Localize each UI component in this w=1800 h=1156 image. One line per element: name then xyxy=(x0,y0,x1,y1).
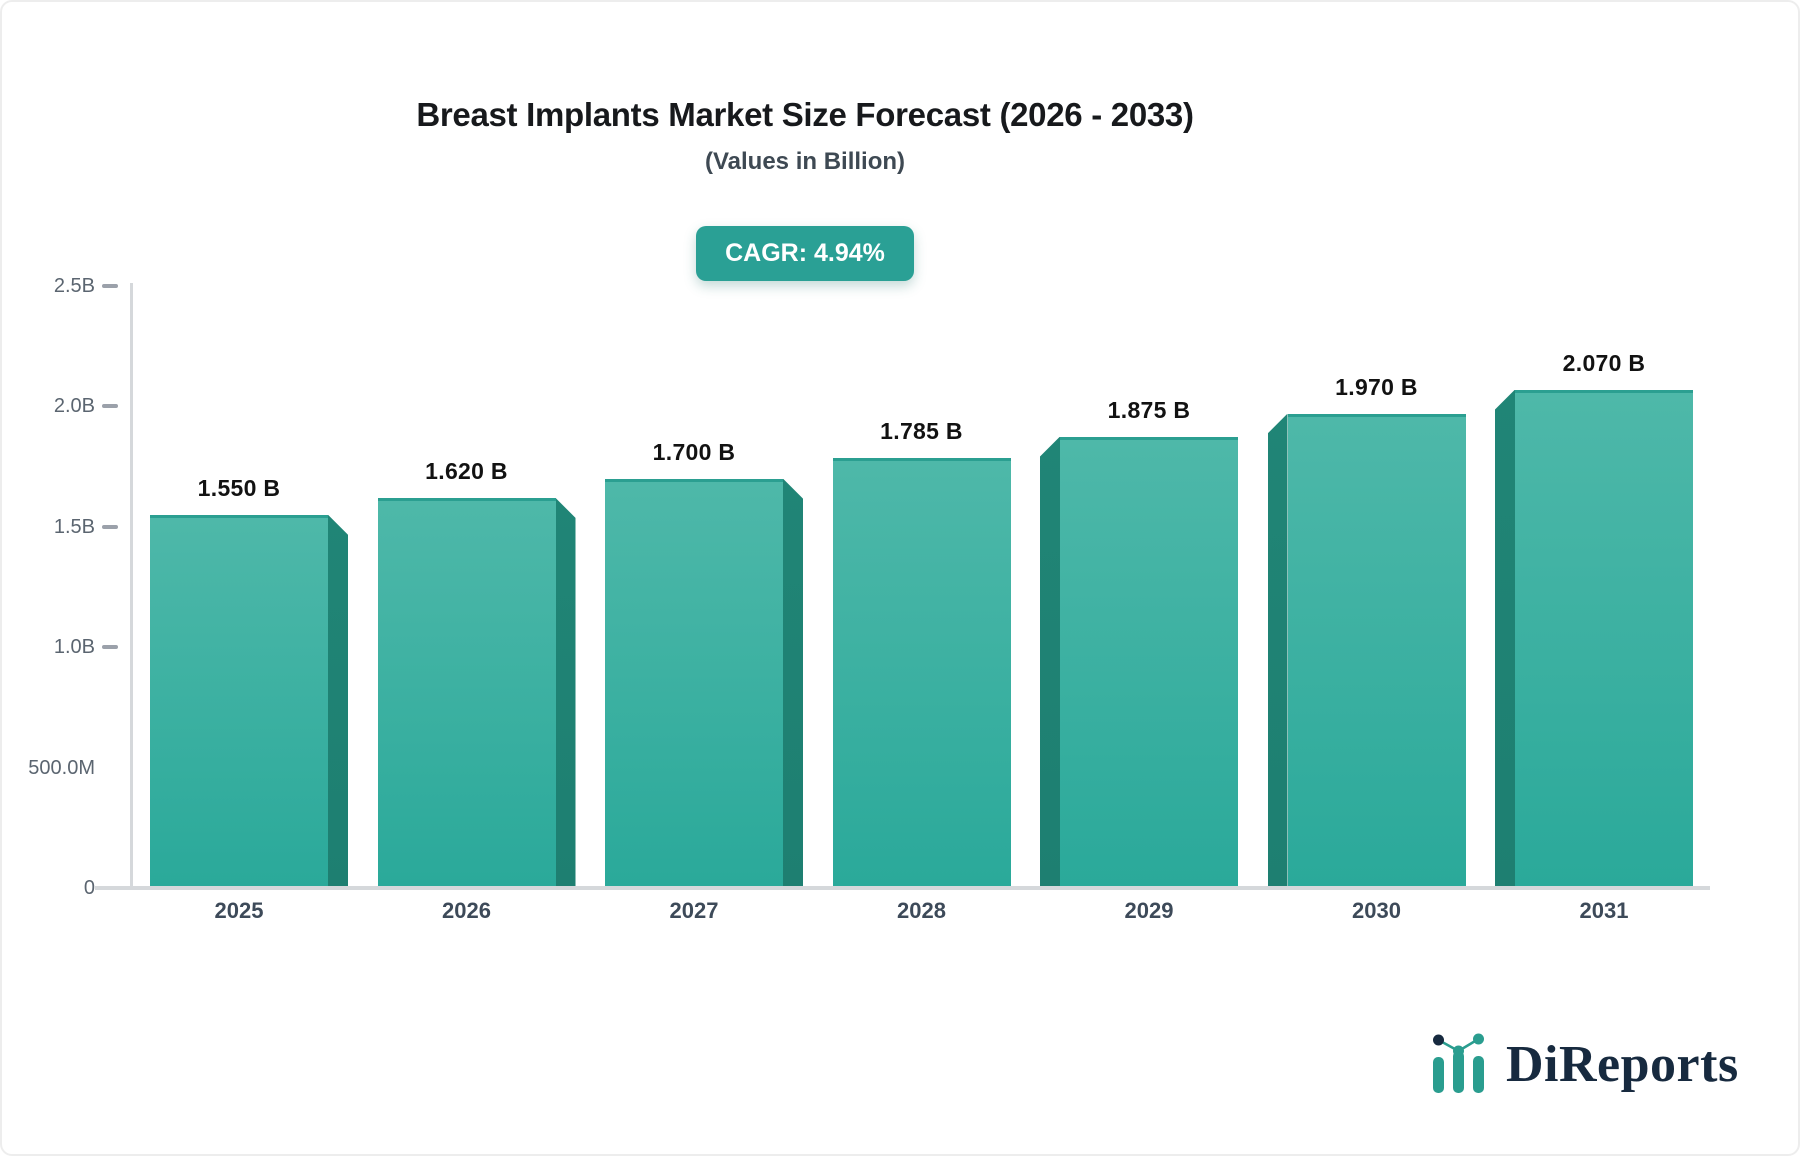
cagr-badge-wrap: CAGR: 4.94% xyxy=(0,226,1610,281)
x-axis-label: 2029 xyxy=(1124,898,1174,923)
x-axis-line xyxy=(95,886,1710,890)
bar-value-label: 1.620 B xyxy=(425,457,508,484)
brand-logo-text: DiReports xyxy=(1506,1036,1739,1093)
bar xyxy=(377,497,556,888)
bar-value-label: 1.875 B xyxy=(1107,396,1191,423)
bar xyxy=(150,514,328,888)
bar xyxy=(1060,436,1238,888)
bar-value-label: 1.700 B xyxy=(652,438,736,465)
y-axis-tick-label: 1.0B xyxy=(53,636,95,659)
y-axis-tick-dash xyxy=(102,645,118,650)
bar-3d-side xyxy=(555,497,576,888)
bar-value-label: 1.970 B xyxy=(1335,373,1418,400)
brand-logo-icon xyxy=(1433,1033,1484,1093)
y-axis-tick-label: 1.5B xyxy=(53,515,95,538)
brand-logo: DiReports xyxy=(1428,1032,1739,1098)
bar xyxy=(832,458,1011,888)
y-axis-tick-label: 0 xyxy=(83,877,95,899)
bar-3d-side xyxy=(328,514,348,888)
x-axis-label: 2028 xyxy=(897,898,946,923)
x-axis-label: 2026 xyxy=(442,898,491,923)
cagr-badge: CAGR: 4.94% xyxy=(696,226,914,281)
x-axis-label: 2027 xyxy=(669,898,719,923)
y-axis-tick-dash xyxy=(102,404,118,409)
x-axis-label: 2025 xyxy=(214,898,264,923)
x-axis-label: 2030 xyxy=(1352,898,1401,923)
bar-3d-side xyxy=(1267,413,1288,888)
bar-value-label: 1.550 B xyxy=(197,474,281,501)
y-axis-tick-label: 2.5B xyxy=(53,275,95,297)
bar xyxy=(605,478,783,888)
y-axis-tick-label: 500.0M xyxy=(28,756,95,779)
bar-3d-side xyxy=(783,478,803,888)
x-axis-label: 2031 xyxy=(1579,898,1629,923)
bar-3d-side xyxy=(1040,436,1060,888)
bar-value-label: 2.070 B xyxy=(1562,349,1646,376)
y-axis-tick-dash xyxy=(102,284,118,288)
bar-3d-side xyxy=(1495,389,1515,888)
y-axis-tick-label: 2.0B xyxy=(53,395,95,418)
chart-subtitle: (Values in Billion) xyxy=(704,148,906,175)
chart-title: Breast Implants Market Size Forecast (20… xyxy=(416,96,1194,133)
bar-value-label: 1.785 B xyxy=(880,418,963,445)
y-axis-tick-dash xyxy=(102,524,118,529)
bar xyxy=(1287,413,1466,888)
bar xyxy=(1515,389,1693,888)
y-axis-line xyxy=(130,283,133,888)
